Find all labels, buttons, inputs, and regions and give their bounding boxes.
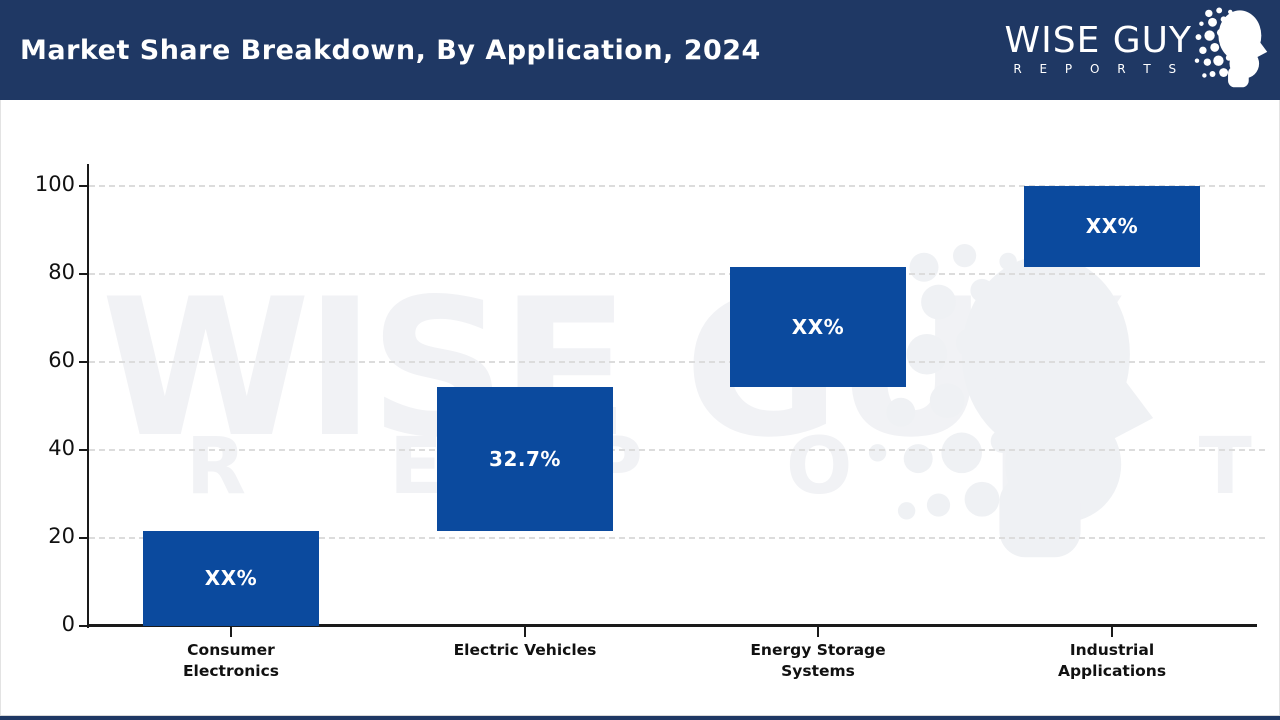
header-bar: Market Share Breakdown, By Application, … — [0, 0, 1280, 100]
y-axis-tick-label: 80 — [48, 260, 75, 284]
x-axis-line — [87, 624, 1257, 627]
x-axis-category-label: Industrial Applications — [1002, 640, 1222, 682]
y-axis-tick — [79, 361, 89, 363]
chart-bar: XX% — [730, 266, 906, 388]
bar-chart-plot: 0 20 40 60 80 100 XX% Consumer Electronics 32.7% E… — [1, 100, 1279, 716]
gridline — [89, 273, 1265, 275]
x-axis-tick — [1111, 627, 1113, 637]
x-axis-tick — [230, 627, 232, 637]
bar-value-label: XX% — [791, 315, 845, 339]
bar-value-label: 32.7% — [489, 447, 561, 472]
y-axis-tick-label: 0 — [61, 612, 75, 636]
x-axis-tick — [524, 627, 526, 637]
y-axis-tick-label: 100 — [34, 172, 75, 196]
x-axis-category-label: Consumer Electronics — [121, 640, 341, 682]
category-label-line: Industrial — [1069, 641, 1155, 659]
x-axis-category-label: Electric Vehicles — [415, 640, 635, 661]
gridline — [89, 537, 1265, 539]
category-label-line: Applications — [1057, 662, 1167, 680]
category-label-line: Consumer — [187, 641, 275, 659]
gridline — [89, 185, 1265, 187]
gridline — [89, 361, 1265, 363]
y-axis-tick — [79, 537, 89, 539]
y-axis-tick — [79, 185, 89, 187]
y-axis-tick — [79, 625, 89, 627]
logo-subtitle: R E P O R T S — [1013, 62, 1184, 76]
logo-wordmark: WISE GUY — [1004, 20, 1192, 61]
bar-value-label: XX% — [204, 566, 258, 591]
x-axis-tick — [817, 627, 819, 637]
chart-canvas: WISE GUY R E P O R T S 020406080100XX%Co… — [0, 100, 1280, 716]
category-label-line: Systems — [781, 662, 855, 680]
wiseguy-face-icon — [1194, 7, 1268, 88]
category-label-line: Electric Vehicles — [453, 641, 597, 659]
gridline — [89, 449, 1265, 451]
y-axis-tick-label: 60 — [48, 348, 75, 372]
category-label-line: Electronics — [182, 662, 280, 680]
footer-divider — [0, 715, 1280, 716]
logo-text: WISE GUY R E P O R T S — [1004, 20, 1193, 77]
y-axis-tick-label: 40 — [48, 436, 75, 460]
bar-value-label: XX% — [1085, 214, 1139, 239]
y-axis-tick-label: 20 — [48, 524, 75, 548]
category-label-line: Energy Storage — [750, 641, 886, 659]
chart-bar: 32.7% — [437, 387, 613, 531]
y-axis-line — [87, 164, 89, 628]
chart-bar: XX% — [143, 530, 319, 626]
chart-bar: XX% — [1024, 186, 1200, 267]
y-axis-tick — [79, 273, 89, 275]
x-axis-category-label: Energy Storage Systems — [708, 640, 928, 682]
page-title: Market Share Breakdown, By Application, … — [20, 34, 761, 66]
wiseguy-logo: WISE GUY R E P O R T S — [1005, 6, 1269, 91]
footer-bar — [0, 716, 1280, 720]
y-axis-tick — [79, 449, 89, 451]
